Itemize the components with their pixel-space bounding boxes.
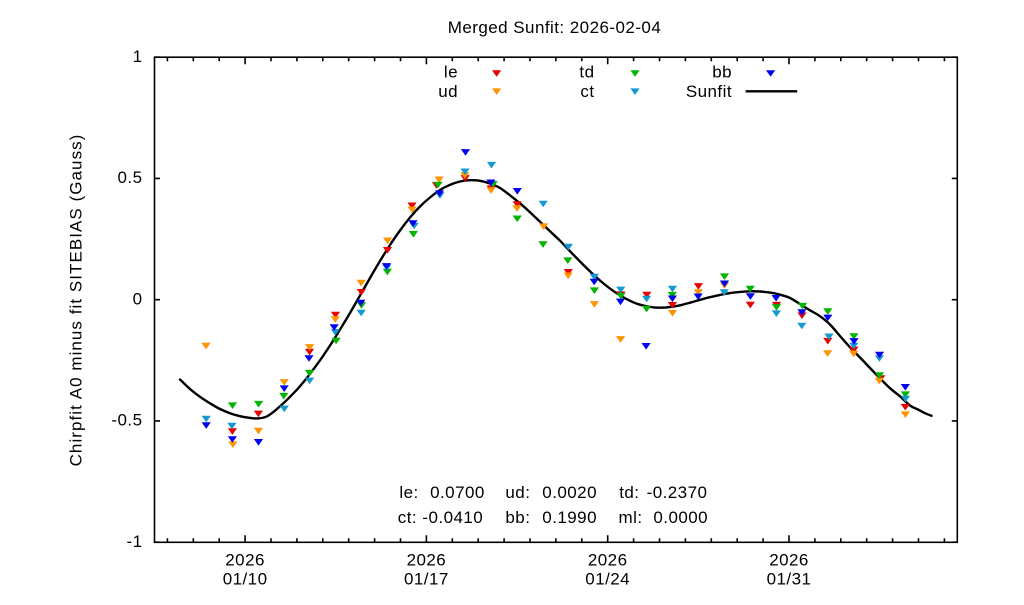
svg-text:0.0020: 0.0020 bbox=[542, 483, 597, 502]
svg-text:le: le bbox=[444, 63, 458, 82]
svg-text:ct: ct bbox=[580, 82, 594, 101]
svg-text:0.0000: 0.0000 bbox=[653, 508, 708, 527]
svg-text:le:: le: bbox=[399, 483, 418, 502]
svg-text:2026: 2026 bbox=[588, 551, 628, 570]
svg-text:ml:: ml: bbox=[619, 508, 643, 527]
svg-text:-0.5: -0.5 bbox=[111, 411, 142, 430]
svg-text:td:: td: bbox=[619, 483, 639, 502]
svg-text:01/10: 01/10 bbox=[223, 570, 268, 589]
svg-text:01/31: 01/31 bbox=[767, 570, 812, 589]
svg-text:Merged Sunfit: 2026-02-04: Merged Sunfit: 2026-02-04 bbox=[448, 18, 662, 37]
svg-text:0: 0 bbox=[133, 289, 143, 308]
svg-text:1: 1 bbox=[133, 47, 143, 66]
svg-text:-1: -1 bbox=[126, 532, 142, 551]
svg-text:2026: 2026 bbox=[769, 551, 809, 570]
svg-text:-0.0410: -0.0410 bbox=[422, 508, 483, 527]
svg-text:01/17: 01/17 bbox=[404, 570, 449, 589]
svg-text:2026: 2026 bbox=[225, 551, 265, 570]
svg-text:bb: bb bbox=[712, 63, 732, 82]
svg-text:-0.2370: -0.2370 bbox=[647, 483, 708, 502]
svg-text:ud: ud bbox=[438, 82, 458, 101]
svg-text:td: td bbox=[579, 63, 594, 82]
svg-text:01/24: 01/24 bbox=[585, 570, 630, 589]
svg-text:ud:: ud: bbox=[505, 483, 530, 502]
svg-text:ct:: ct: bbox=[398, 508, 417, 527]
svg-text:0.5: 0.5 bbox=[118, 168, 143, 187]
svg-text:bb:: bb: bbox=[505, 508, 530, 527]
svg-text:Chirpfit A0 minus fit SITEBIAS: Chirpfit A0 minus fit SITEBIAS (Gauss) bbox=[67, 134, 86, 467]
svg-text:0.1990: 0.1990 bbox=[542, 508, 597, 527]
svg-text:0.0700: 0.0700 bbox=[430, 483, 485, 502]
svg-text:2026: 2026 bbox=[407, 551, 447, 570]
svg-text:Sunfit: Sunfit bbox=[686, 82, 732, 101]
